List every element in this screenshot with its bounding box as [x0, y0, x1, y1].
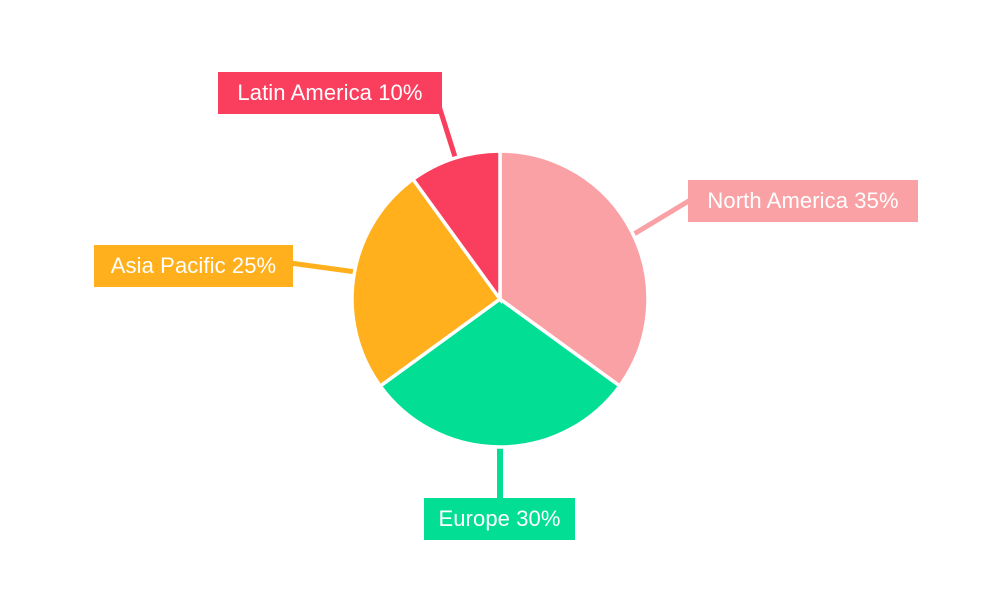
slice-label-north-america: North America 35%	[688, 180, 918, 222]
pie-slice-latin-america[interactable]	[410, 149, 502, 305]
slice-label-europe: Europe 30%	[424, 498, 575, 540]
slice-label-latin-america-text: Latin America 10%	[237, 80, 423, 105]
pie-slice-asia-pacific[interactable]	[350, 176, 503, 389]
slice-label-asia-pacific: Asia Pacific 25%	[94, 245, 293, 287]
leader-line-north-america	[632, 196, 694, 237]
leader-lines	[289, 105, 694, 502]
pie-slice-europe[interactable]	[377, 296, 623, 449]
pie-slice-north-america[interactable]	[498, 149, 650, 389]
slice-label-europe-text: Europe 30%	[438, 506, 561, 531]
slice-label-asia-pacific-text: Asia Pacific 25%	[110, 253, 277, 278]
slice-label-north-america-text: North America 35%	[707, 188, 899, 213]
slice-label-latin-america: Latin America 10%	[218, 72, 442, 114]
leader-line-latin-america	[436, 105, 459, 161]
pie-wedges	[350, 149, 650, 449]
leader-line-asia-pacific	[289, 260, 357, 275]
